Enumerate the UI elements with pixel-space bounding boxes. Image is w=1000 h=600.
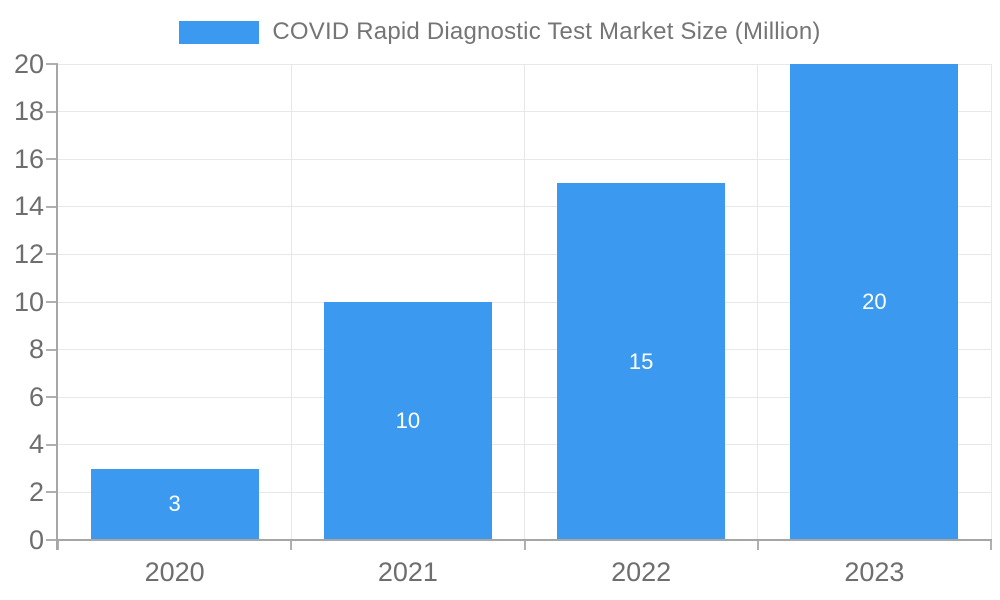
y-axis-tick-label: 8	[28, 334, 44, 365]
y-axis-tick-label: 14	[13, 191, 44, 222]
x-tick-mark	[290, 540, 293, 550]
y-axis-tick-label: 12	[13, 238, 44, 269]
y-axis-tick-label: 0	[28, 524, 44, 555]
bar-value-label: 10	[395, 408, 421, 433]
y-tick-mark	[46, 205, 58, 208]
legend-label: COVID Rapid Diagnostic Test Market Size …	[272, 18, 821, 45]
y-axis-tick-label: 2	[28, 476, 44, 507]
v-gridline	[290, 64, 292, 540]
y-tick-mark	[46, 158, 58, 161]
y-axis-line	[56, 64, 58, 550]
v-gridline	[757, 64, 759, 540]
y-tick-mark	[46, 539, 58, 541]
y-axis-tick-label: 16	[13, 143, 44, 174]
bar-value-label: 15	[628, 348, 654, 374]
bar-2022[interactable]: 15	[557, 183, 726, 539]
v-gridline	[524, 64, 525, 540]
x-axis-tick-label: 2020	[144, 557, 205, 587]
y-axis-tick-label: 6	[28, 381, 44, 412]
x-tick-mark	[523, 540, 526, 550]
v-gridline	[990, 64, 992, 540]
y-tick-mark	[46, 396, 58, 399]
y-tick-mark	[46, 491, 58, 494]
y-tick-mark	[46, 348, 58, 351]
bar-2023[interactable]: 20	[790, 64, 959, 539]
x-tick-mark	[57, 540, 59, 550]
bar-value-label: 3	[168, 491, 181, 517]
x-tick-mark	[756, 540, 759, 550]
x-axis-line	[56, 539, 992, 541]
legend[interactable]: COVID Rapid Diagnostic Test Market Size …	[0, 18, 1000, 46]
y-axis-tick-label: 20	[13, 48, 44, 79]
y-tick-mark	[46, 63, 58, 65]
y-tick-mark	[46, 443, 58, 446]
y-tick-mark	[46, 253, 58, 256]
bar-value-label: 20	[862, 289, 887, 314]
bar-2021[interactable]: 10	[323, 302, 492, 539]
y-tick-mark	[46, 110, 58, 113]
bar-2020[interactable]: 3	[90, 468, 259, 539]
x-axis-tick-label: 2022	[611, 557, 672, 587]
x-tick-mark	[990, 540, 992, 550]
y-tick-mark	[46, 301, 58, 303]
x-axis-tick-label: 2021	[377, 557, 438, 587]
y-axis-tick-label: 4	[28, 429, 44, 460]
y-axis-tick-label: 10	[13, 286, 44, 317]
legend-swatch	[179, 20, 260, 44]
x-axis-tick-label: 2023	[844, 557, 905, 587]
y-axis-tick-label: 18	[13, 96, 44, 127]
